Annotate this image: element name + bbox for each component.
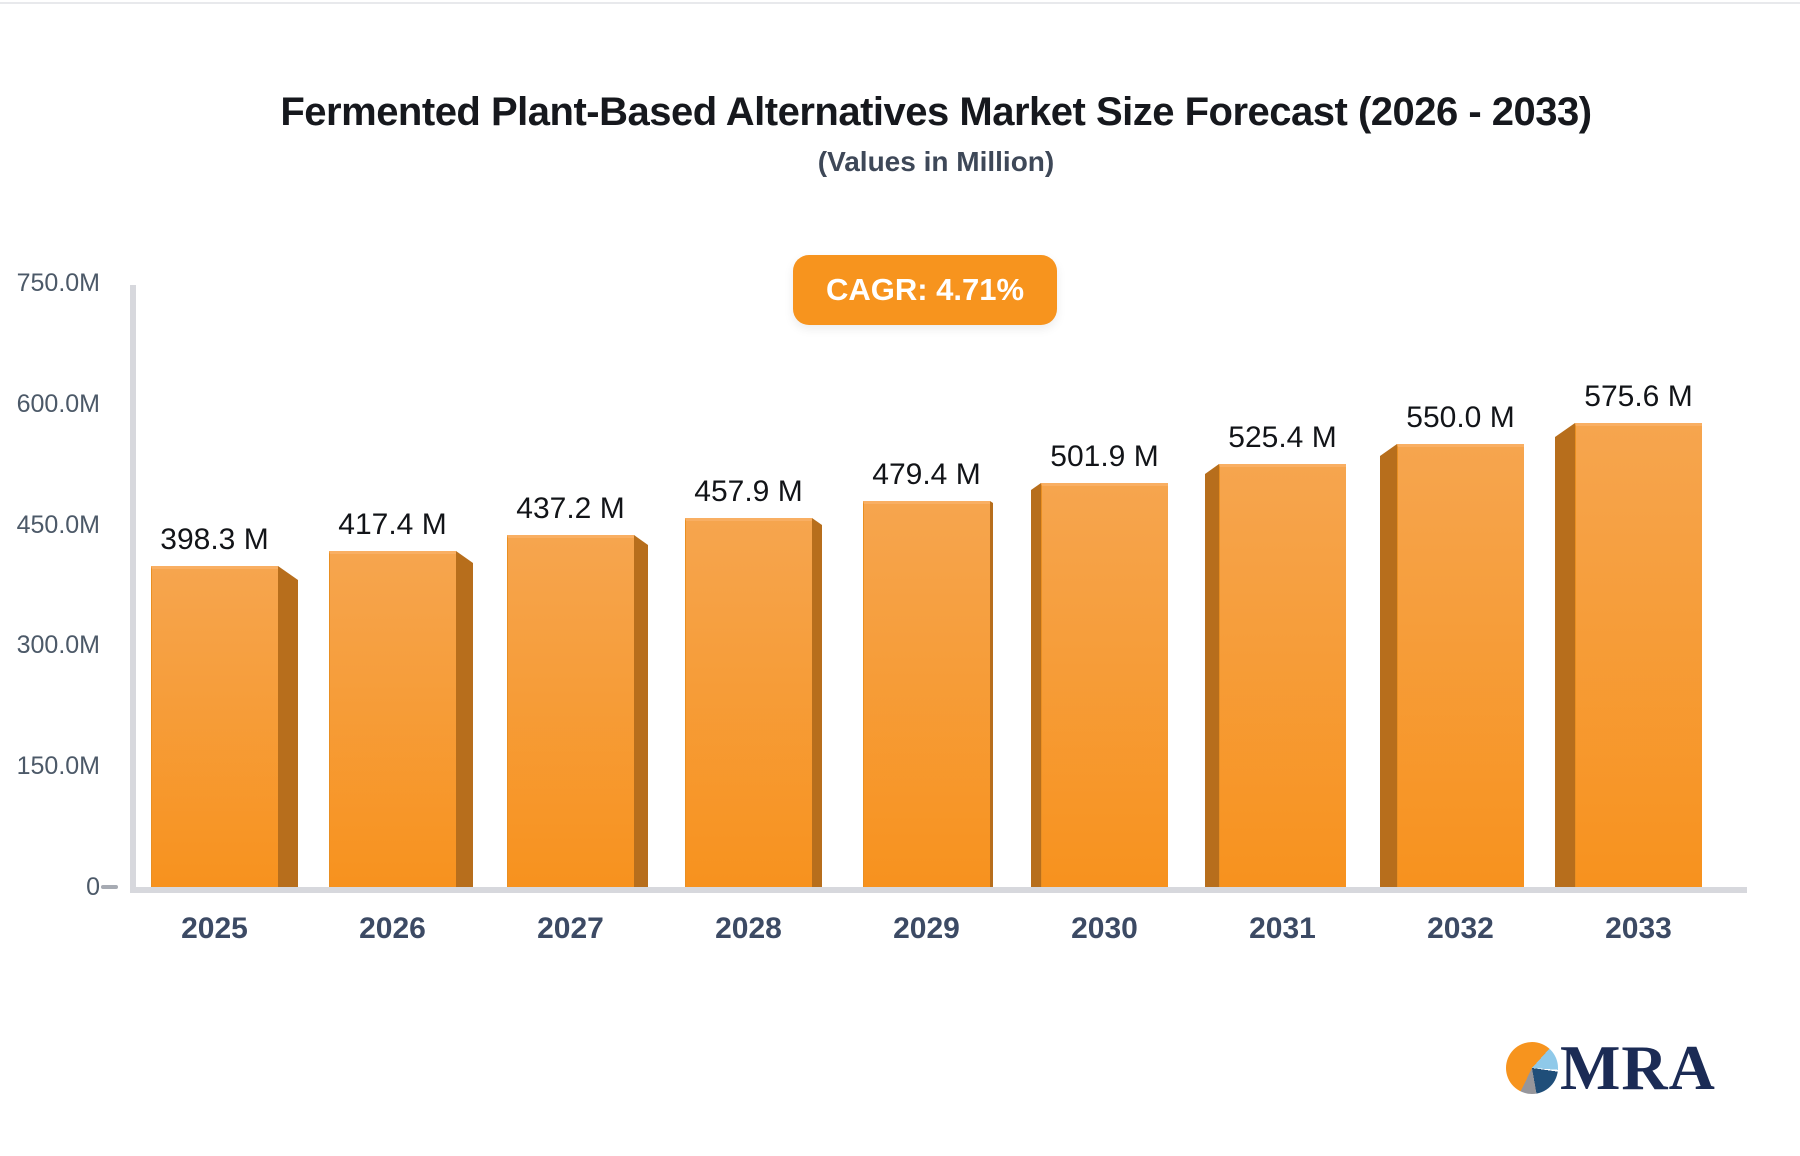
bar-2029 [863, 501, 990, 887]
x-axis-year-label: 2026 [359, 912, 426, 945]
pie-chart-logo-icon [1506, 1042, 1558, 1094]
bar-value-label: 575.6 M [1584, 380, 1693, 413]
x-axis-year-label: 2025 [181, 912, 248, 945]
bar-value-label: 398.3 M [160, 523, 269, 556]
bar-value-label: 437.2 M [516, 492, 625, 525]
y-axis-line [130, 285, 136, 893]
chart-title: Fermented Plant-Based Alternatives Marke… [280, 90, 1592, 134]
chart-subtitle: (Values in Million) [817, 146, 1055, 177]
bar-3d-side-2029 [990, 501, 993, 887]
y-axis-tick-label: 150.0M [16, 752, 100, 781]
x-axis-year-label: 2033 [1605, 912, 1672, 945]
x-axis-baseline [130, 887, 1747, 893]
bar-3d-side-2030 [1031, 483, 1041, 887]
bar-3d-side-2033 [1555, 423, 1575, 887]
y-axis-tick-label: 300.0M [16, 631, 100, 660]
x-axis-year-label: 2031 [1249, 912, 1316, 945]
bar-2030 [1041, 483, 1168, 887]
bar-3d-side-2026 [456, 551, 473, 887]
bar-3d-side-2027 [634, 535, 648, 887]
x-axis-year-label: 2028 [715, 912, 782, 945]
bar-value-label: 417.4 M [338, 508, 447, 541]
bar-value-label: 550.0 M [1406, 401, 1515, 434]
zero-tick-mark [101, 885, 118, 889]
bar-value-label: 457.9 M [694, 475, 803, 508]
bar-2028 [685, 518, 812, 887]
y-axis-tick-label: 750.0M [16, 269, 100, 297]
y-axis-tick-label: 0 [86, 873, 100, 901]
x-axis-year-label: 2030 [1071, 912, 1138, 945]
bar-value-label: 501.9 M [1050, 440, 1159, 473]
bar-value-label: 479.4 M [872, 458, 981, 491]
bar-2033 [1575, 423, 1702, 887]
cagr-badge: CAGR: 4.71% [793, 255, 1057, 325]
y-axis-tick-label: 450.0M [16, 510, 100, 539]
logo-text: MRA [1560, 1032, 1716, 1103]
bar-3d-side-2032 [1380, 444, 1397, 887]
y-axis-tick-label: 600.0M [16, 389, 100, 418]
top-border-line [0, 2, 1800, 4]
bar-2032 [1397, 444, 1524, 887]
x-axis-year-label: 2032 [1427, 912, 1494, 945]
mra-logo: MRA [1506, 1032, 1716, 1103]
bar-3d-side-2025 [278, 566, 298, 887]
x-axis-year-label: 2029 [893, 912, 960, 945]
bar-3d-side-2028 [812, 518, 822, 887]
bar-2031 [1219, 464, 1346, 887]
x-axis-year-label: 2027 [537, 912, 604, 945]
bar-value-label: 525.4 M [1228, 421, 1337, 454]
bar-2025 [151, 566, 278, 887]
bar-3d-side-2031 [1205, 464, 1219, 887]
bar-2026 [329, 551, 456, 887]
bar-2027 [507, 535, 634, 887]
